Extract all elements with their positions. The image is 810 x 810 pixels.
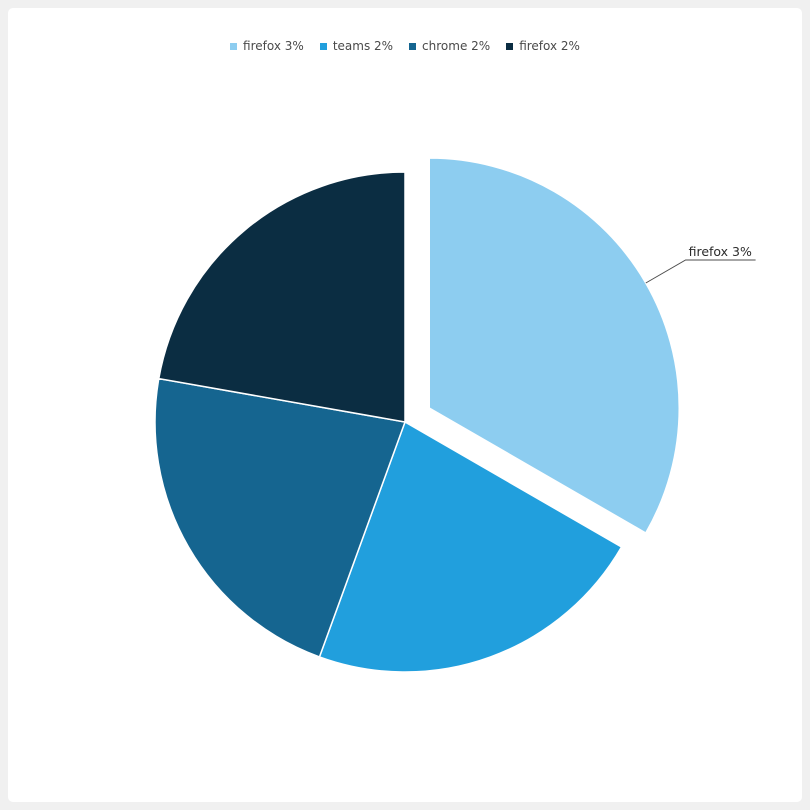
legend-item-label: teams 2%	[332, 39, 394, 53]
legend-marker-icon	[506, 43, 514, 50]
legend-marker-icon	[409, 43, 417, 50]
legend-item-chrome[interactable]: chrome 2%	[409, 39, 490, 54]
legend-item-firefox2[interactable]: firefox 2%	[506, 39, 580, 54]
legend-item-firefox[interactable]: firefox 3%	[230, 39, 304, 54]
legend-marker-icon	[319, 43, 327, 50]
legend-item-label: firefox 2%	[519, 39, 580, 53]
pie-slice-chrome[interactable]	[154, 377, 406, 658]
pie-slice-firefox2[interactable]	[158, 171, 406, 423]
pie-slices	[154, 157, 681, 673]
legend-item-label: chrome 2%	[422, 39, 491, 53]
pie-slice-teams[interactable]	[318, 421, 623, 673]
legend-marker-icon	[230, 43, 238, 50]
legend-item-teams[interactable]: teams 2%	[319, 39, 394, 54]
chart-legend: firefox 3% teams 2% chrome 2% firefox 2%	[0, 39, 810, 54]
legend-item-label: firefox 3%	[243, 39, 304, 53]
